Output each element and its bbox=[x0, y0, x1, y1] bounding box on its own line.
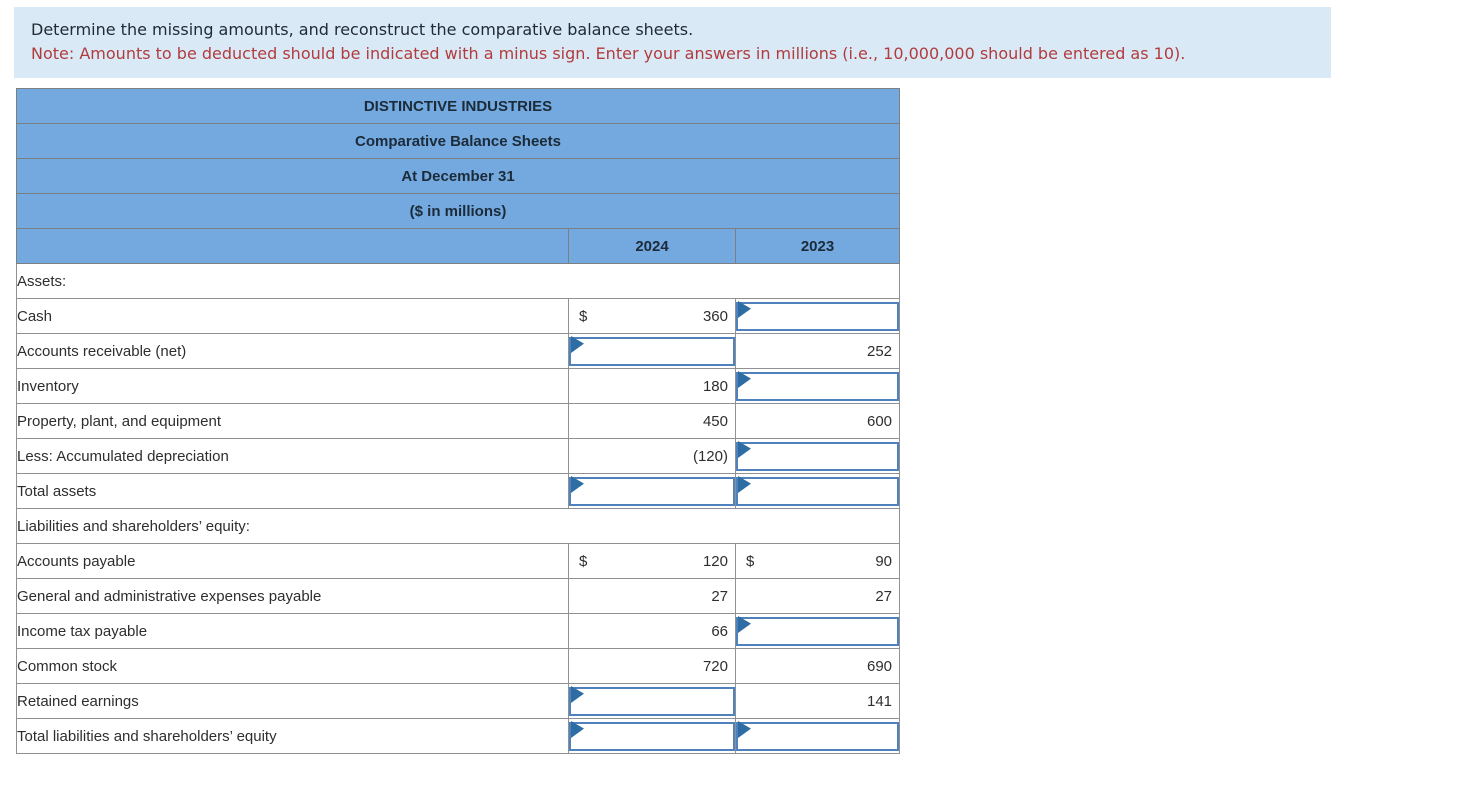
table-row-total-liabilities-equity: Total liabilities and shareholders’ equi… bbox=[16, 718, 901, 755]
row-label: Income tax payable bbox=[16, 613, 569, 650]
amount-value: 66 bbox=[711, 622, 728, 640]
inventory-2023-input[interactable] bbox=[736, 371, 899, 401]
amount-cell-tax-2024: 66 bbox=[568, 613, 736, 650]
currency-symbol: $ bbox=[579, 307, 588, 325]
table-title-row: DISTINCTIVE INDUSTRIES bbox=[15, 88, 901, 125]
table-row-ga-expenses-payable: General and administrative expenses paya… bbox=[16, 578, 901, 615]
cash-2023-input[interactable] bbox=[736, 301, 899, 331]
table-row-accumulated-depreciation: Less: Accumulated depreciation (120) bbox=[16, 438, 901, 475]
units-note: ($ in millions) bbox=[15, 193, 901, 230]
column-header-row: 2024 2023 bbox=[16, 228, 901, 265]
table-row-inventory: Inventory 180 bbox=[16, 368, 901, 405]
total-liabilities-equity-2024-input[interactable] bbox=[569, 721, 735, 751]
amount-cell-ga-2023: 27 bbox=[734, 578, 901, 615]
amount-cell-total-assets-2023 bbox=[734, 473, 901, 510]
amount-value: 360 bbox=[702, 307, 728, 325]
table-row-accounts-receivable: Accounts receivable (net) 252 bbox=[16, 333, 901, 370]
blank-header-cell bbox=[16, 228, 569, 265]
amount-value: 720 bbox=[702, 657, 728, 675]
amount-cell-stock-2023: 690 bbox=[734, 648, 901, 685]
amount-value: 180 bbox=[702, 377, 728, 395]
amount-cell-cash-2023 bbox=[734, 298, 901, 335]
table-row-accounts-payable: Accounts payable $ 120 $ 90 bbox=[16, 543, 901, 580]
amount-cell-ar-2024 bbox=[568, 333, 736, 370]
table-title-row: At December 31 bbox=[15, 158, 901, 195]
instructions-banner: Determine the missing amounts, and recon… bbox=[14, 7, 1331, 79]
section-row-liabilities: Liabilities and shareholders’ equity: bbox=[15, 508, 901, 545]
column-header-2024: 2024 bbox=[568, 228, 736, 265]
row-label: Accounts receivable (net) bbox=[16, 333, 569, 370]
amount-cell-accdep-2023 bbox=[734, 438, 901, 475]
column-header-2023: 2023 bbox=[734, 228, 901, 265]
total-liabilities-equity-2023-input[interactable] bbox=[736, 721, 899, 751]
table-row-common-stock: Common stock 720 690 bbox=[16, 648, 901, 685]
row-label: Total liabilities and shareholders’ equi… bbox=[16, 718, 569, 755]
amount-cell-stock-2024: 720 bbox=[568, 648, 736, 685]
currency-symbol: $ bbox=[746, 552, 755, 570]
amount-value: 90 bbox=[875, 552, 893, 570]
amount-cell-total-assets-2024 bbox=[568, 473, 736, 510]
amount-cell-ga-2024: 27 bbox=[568, 578, 736, 615]
amount-value: 600 bbox=[867, 412, 893, 430]
row-label: Accounts payable bbox=[16, 543, 569, 580]
table-row-total-assets: Total assets bbox=[16, 473, 901, 510]
total-assets-2023-input[interactable] bbox=[736, 476, 899, 506]
row-label: Total assets bbox=[16, 473, 569, 510]
income-tax-payable-2023-input[interactable] bbox=[736, 616, 899, 646]
row-label: Common stock bbox=[16, 648, 569, 685]
table-title-row: Comparative Balance Sheets bbox=[15, 123, 901, 160]
amount-value: 252 bbox=[867, 342, 893, 360]
row-label: General and administrative expenses paya… bbox=[16, 578, 569, 615]
amount-cell-cash-2024: $ 360 bbox=[568, 298, 736, 335]
row-label: Retained earnings bbox=[16, 683, 569, 720]
amount-cell-ppe-2024: 450 bbox=[568, 403, 736, 440]
accumulated-depreciation-2023-input[interactable] bbox=[736, 441, 899, 471]
amount-cell-tax-2023 bbox=[734, 613, 901, 650]
amount-cell-total-le-2024 bbox=[568, 718, 736, 755]
accounts-receivable-2024-input[interactable] bbox=[569, 336, 735, 366]
instruction-note: Note: Amounts to be deducted should be i… bbox=[31, 43, 1186, 63]
section-label: Assets: bbox=[15, 263, 901, 300]
amount-cell-ap-2023: $ 90 bbox=[734, 543, 901, 580]
amount-cell-ap-2024: $ 120 bbox=[568, 543, 736, 580]
section-row-assets: Assets: bbox=[15, 263, 901, 300]
amount-cell-re-2023: 141 bbox=[734, 683, 901, 720]
amount-cell-inventory-2023 bbox=[734, 368, 901, 405]
amount-value: (120) bbox=[692, 447, 728, 465]
row-label: Inventory bbox=[16, 368, 569, 405]
amount-value: 690 bbox=[867, 657, 893, 675]
amount-cell-ppe-2023: 600 bbox=[734, 403, 901, 440]
statement-date: At December 31 bbox=[15, 158, 901, 195]
company-name: DISTINCTIVE INDUSTRIES bbox=[15, 88, 901, 125]
retained-earnings-2024-input[interactable] bbox=[569, 686, 735, 716]
section-label: Liabilities and shareholders’ equity: bbox=[15, 508, 901, 545]
amount-cell-inventory-2024: 180 bbox=[568, 368, 736, 405]
amount-cell-ar-2023: 252 bbox=[734, 333, 901, 370]
amount-cell-total-le-2023 bbox=[734, 718, 901, 755]
amount-cell-accdep-2024: (120) bbox=[568, 438, 736, 475]
table-row-cash: Cash $ 360 bbox=[16, 298, 901, 335]
total-assets-2024-input[interactable] bbox=[569, 476, 735, 506]
row-label: Cash bbox=[16, 298, 569, 335]
amount-value: 450 bbox=[702, 412, 728, 430]
amount-cell-re-2024 bbox=[568, 683, 736, 720]
balance-sheet-table: DISTINCTIVE INDUSTRIES Comparative Balan… bbox=[15, 88, 901, 755]
statement-title: Comparative Balance Sheets bbox=[15, 123, 901, 160]
currency-symbol: $ bbox=[579, 552, 588, 570]
table-row-retained-earnings: Retained earnings 141 bbox=[16, 683, 901, 720]
instruction-text: Determine the missing amounts, and recon… bbox=[31, 20, 694, 39]
table-row-income-tax-payable: Income tax payable 66 bbox=[16, 613, 901, 650]
table-row-ppe: Property, plant, and equipment 450 600 bbox=[16, 403, 901, 440]
amount-value: 27 bbox=[875, 587, 893, 605]
row-label: Less: Accumulated depreciation bbox=[16, 438, 569, 475]
amount-value: 120 bbox=[702, 552, 728, 570]
amount-value: 141 bbox=[867, 692, 893, 710]
amount-value: 27 bbox=[711, 587, 728, 605]
table-title-row: ($ in millions) bbox=[15, 193, 901, 230]
row-label: Property, plant, and equipment bbox=[16, 403, 569, 440]
